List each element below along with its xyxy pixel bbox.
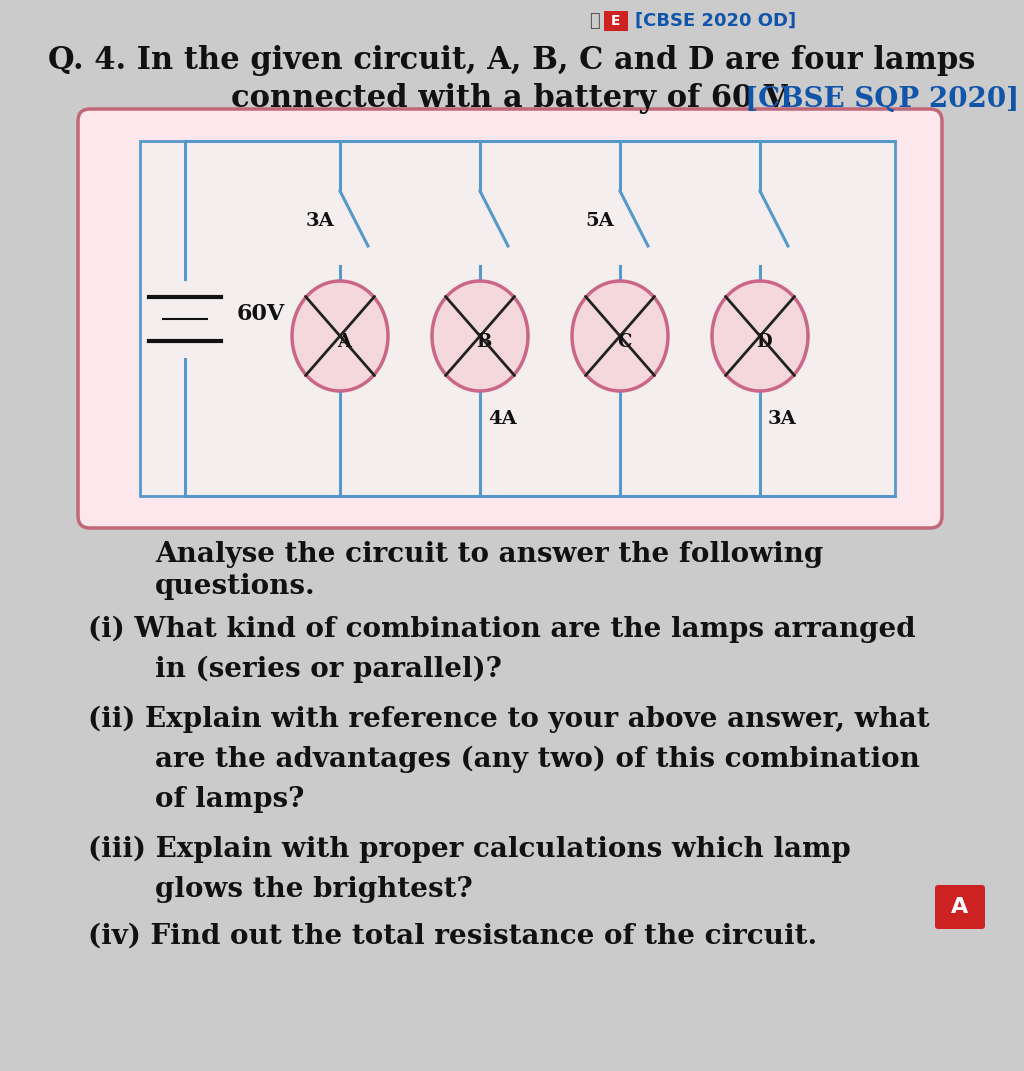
Text: Analyse the circuit to answer the following: Analyse the circuit to answer the follow…: [155, 541, 823, 568]
Text: of lamps?: of lamps?: [155, 786, 304, 813]
Text: are the advantages (any two) of this combination: are the advantages (any two) of this com…: [155, 746, 920, 773]
FancyBboxPatch shape: [935, 885, 985, 929]
FancyBboxPatch shape: [604, 11, 628, 31]
Ellipse shape: [292, 281, 388, 391]
Ellipse shape: [712, 281, 808, 391]
Text: 3A: 3A: [768, 410, 797, 428]
Text: 5A: 5A: [586, 212, 614, 230]
Text: (iii) Explain with proper calculations which lamp: (iii) Explain with proper calculations w…: [88, 836, 851, 863]
Text: B: B: [476, 333, 492, 351]
Text: 4A: 4A: [488, 410, 517, 428]
Bar: [140, 141, 895, 496]
Ellipse shape: [572, 281, 668, 391]
Text: glows the brightest?: glows the brightest?: [155, 876, 473, 903]
Text: [CBSE 2020 OD]: [CBSE 2020 OD]: [635, 12, 796, 30]
Text: [CBSE SQP 2020]: [CBSE SQP 2020]: [745, 86, 1019, 112]
Text: A: A: [951, 897, 969, 917]
Text: (i) What kind of combination are the lamps arranged: (i) What kind of combination are the lam…: [88, 616, 915, 644]
Text: connected with a battery of 60 V.: connected with a battery of 60 V.: [231, 84, 793, 115]
Text: C: C: [616, 333, 631, 351]
Text: E: E: [611, 14, 621, 28]
Text: D: D: [756, 333, 772, 351]
Text: (iv) Find out the total resistance of the circuit.: (iv) Find out the total resistance of th…: [88, 923, 817, 950]
Text: (ii) Explain with reference to your above answer, what: (ii) Explain with reference to your abov…: [88, 706, 930, 734]
Text: A: A: [337, 333, 351, 351]
Text: in (series or parallel)?: in (series or parallel)?: [155, 657, 502, 683]
Text: 3A: 3A: [305, 212, 334, 230]
FancyBboxPatch shape: [78, 109, 942, 528]
Ellipse shape: [432, 281, 528, 391]
Text: Q. 4. In the given circuit, A, B, C and D are four lamps: Q. 4. In the given circuit, A, B, C and …: [48, 45, 976, 76]
Text: 60V: 60V: [237, 302, 286, 325]
Text: questions.: questions.: [155, 573, 315, 600]
Text: Ⓔ: Ⓔ: [589, 12, 600, 30]
